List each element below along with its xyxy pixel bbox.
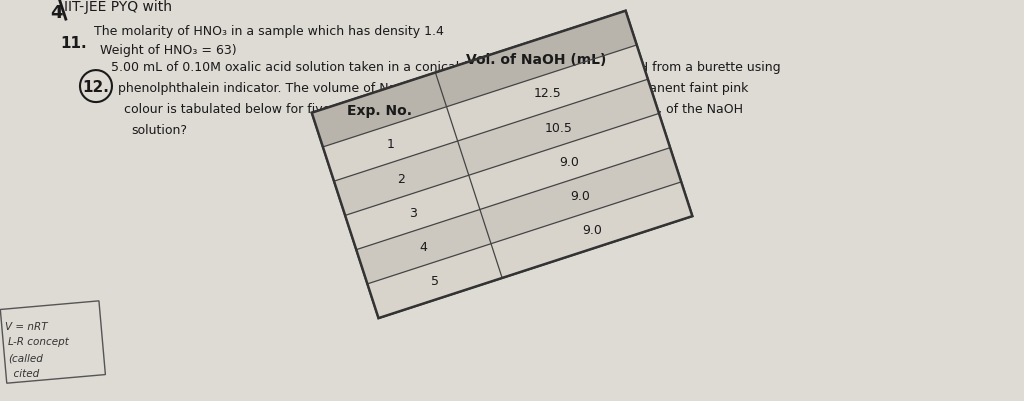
Text: 9.0: 9.0 [582, 224, 602, 237]
Text: The molarity of HNO₃ in a sample which has density 1.4: The molarity of HNO₃ in a sample which h… [93, 25, 443, 38]
Text: Exp. No.: Exp. No. [347, 103, 412, 117]
FancyBboxPatch shape [368, 182, 692, 318]
Text: 11.: 11. [60, 35, 87, 51]
Text: 5: 5 [431, 275, 438, 288]
FancyBboxPatch shape [356, 148, 681, 284]
Text: cited: cited [6, 368, 39, 378]
Text: 2: 2 [397, 172, 406, 185]
Text: 4: 4 [420, 241, 428, 253]
FancyBboxPatch shape [345, 114, 670, 250]
Text: (called: (called [8, 352, 43, 363]
Text: colour is tabulated below for five experiments. What is the concentration, in mo: colour is tabulated below for five exper… [124, 103, 743, 116]
Text: phenolphthalein indicator. The volume of NaOH required for the appearance of per: phenolphthalein indicator. The volume of… [118, 82, 748, 95]
Text: 3: 3 [409, 207, 417, 219]
Text: L-R concept: L-R concept [7, 336, 69, 346]
Text: 5.00 mL of 0.10M oxalic acid solution taken in a conical flask is titrated again: 5.00 mL of 0.10M oxalic acid solution ta… [111, 61, 780, 74]
Text: 4: 4 [50, 4, 62, 22]
Text: 9.0: 9.0 [559, 156, 580, 168]
Text: 1: 1 [386, 138, 394, 151]
Text: solution?: solution? [131, 124, 187, 137]
FancyBboxPatch shape [311, 12, 692, 318]
Text: V = nRT: V = nRT [5, 321, 48, 331]
Text: Vol. of NaOH (mL): Vol. of NaOH (mL) [466, 53, 606, 67]
Text: 9.0: 9.0 [570, 190, 591, 203]
FancyBboxPatch shape [323, 46, 648, 182]
Text: Weight of HNO₃ = 63): Weight of HNO₃ = 63) [99, 44, 237, 57]
FancyBboxPatch shape [334, 80, 659, 216]
Text: 10.5: 10.5 [545, 122, 572, 134]
Text: IIT-JEE PYQ with: IIT-JEE PYQ with [65, 0, 172, 14]
Text: 12.5: 12.5 [534, 87, 561, 100]
Text: 12.: 12. [83, 79, 110, 94]
FancyBboxPatch shape [311, 12, 637, 148]
